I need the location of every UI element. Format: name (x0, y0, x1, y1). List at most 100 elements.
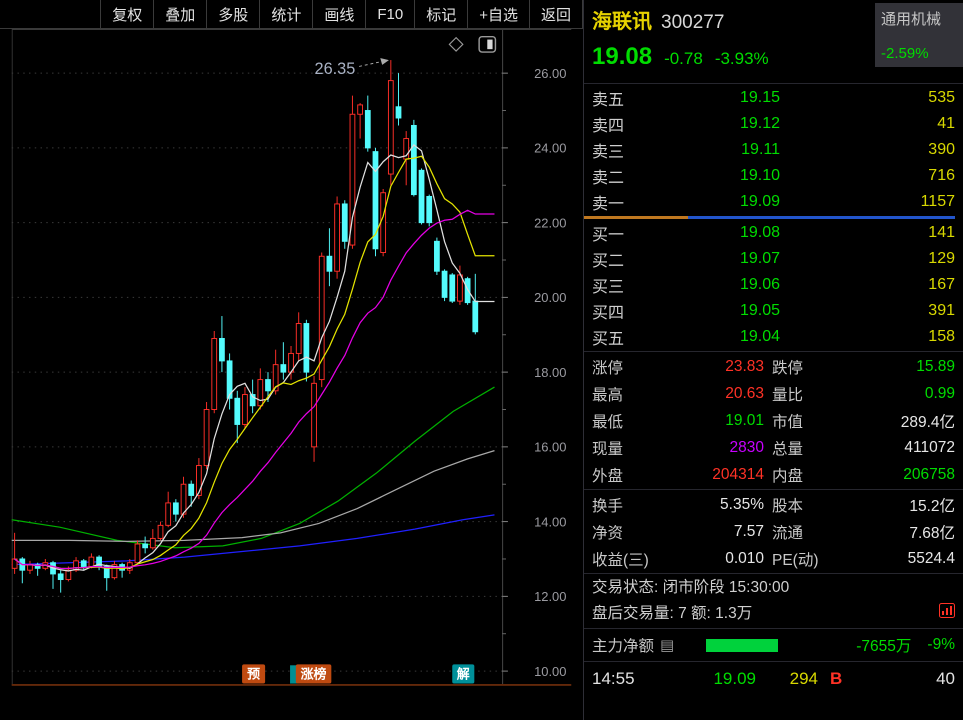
stats-grid: 涨停 23.83 跌停 15.89 最高 20.63 量比 0.99 最低 19.01 市值 289.… (584, 353, 963, 488)
ask-row[interactable]: 卖一 19.09 1157 (592, 193, 955, 213)
event-badge-label[interactable]: 涨榜 (300, 667, 327, 682)
event-badge-label[interactable]: 解 (457, 667, 470, 682)
ask-row[interactable]: 卖二 19.10 716 (592, 167, 955, 187)
candle (219, 316, 225, 373)
kline-chart-canvas[interactable]: 26.00 24.00 22.00 20.00 18.00 16.00 14.00 12.00… (0, 29, 583, 720)
ask-row[interactable]: 卖五 19.15 535 (592, 89, 955, 109)
divider (584, 628, 963, 629)
candle (142, 536, 149, 554)
candle (57, 570, 64, 593)
candle (464, 276, 471, 305)
event-badge[interactable] (295, 664, 332, 684)
main-flow-pct: -9% (927, 636, 955, 653)
toolbar-button-返回[interactable]: 返回 (528, 0, 583, 28)
candle (234, 390, 241, 444)
last-tick-row[interactable]: 14:55 19.09 294 B 40 (584, 663, 963, 695)
candle (226, 353, 233, 410)
candle (426, 194, 433, 227)
stats-row: 最低 19.01 市值 289.4亿 (592, 411, 955, 431)
ask-row[interactable]: 卖四 19.12 41 (592, 115, 955, 135)
candle (326, 228, 333, 287)
stats-row: 最高 20.63 量比 0.99 (592, 384, 955, 404)
ask-levels: 卖五 19.15 535 卖四 19.12 41 卖三 19.11 390 卖二 19.10 716 卖… (584, 85, 963, 215)
toolbar-button-多股[interactable]: 多股 (206, 0, 259, 28)
list-icon[interactable]: ▤ (660, 637, 675, 654)
candle (134, 540, 141, 565)
candle (119, 562, 125, 578)
tick-extra: 40 (936, 669, 955, 688)
volume-chart-icon[interactable] (939, 601, 955, 627)
industry-box[interactable]: 通用机械 -2.59% (875, 3, 963, 67)
bid-row[interactable]: 买二 19.07 129 (592, 250, 955, 270)
tick-volume: 294 (789, 669, 818, 688)
candle (318, 252, 325, 388)
candle (188, 480, 195, 507)
event-badge[interactable] (452, 664, 475, 684)
ratio-bar-sell (584, 216, 688, 219)
candle (203, 402, 210, 470)
ma10-line (14, 155, 495, 570)
candle (80, 558, 87, 571)
y-axis-label: 22.00 (534, 215, 566, 230)
kline-chart[interactable]: 26.00 24.00 22.00 20.00 18.00 16.00 14.00 12.00… (0, 29, 583, 720)
toolbar-button-标记[interactable]: 标记 (414, 0, 467, 28)
candle (403, 131, 410, 186)
stats-row: 外盘 204314 内盘 206758 (592, 465, 955, 485)
bid-row[interactable]: 买三 19.06 167 (592, 276, 955, 296)
toolbar-button-+自选[interactable]: +自选 (467, 0, 529, 28)
event-badge-label[interactable]: 预 (247, 667, 260, 682)
candle (380, 188, 387, 257)
y-axis-label: 18.00 (534, 365, 566, 380)
candle (364, 95, 371, 152)
divider (584, 83, 963, 84)
stock-code: 300277 (661, 12, 725, 33)
toolbar-button-叠加[interactable]: 叠加 (153, 0, 206, 28)
bid-row[interactable]: 买四 19.05 391 (592, 302, 955, 322)
candle (341, 200, 348, 249)
quote-header: 海联讯 300277 通用机械 -2.59% 19.08 -0.78 -3.93… (584, 0, 963, 82)
candle (349, 95, 356, 249)
candle (50, 560, 56, 589)
ask-row[interactable]: 卖三 19.11 390 (592, 141, 955, 161)
y-axis-label: 26.00 (534, 66, 566, 81)
divider (584, 573, 963, 574)
candle (111, 560, 118, 580)
price-change: -0.78 (664, 49, 703, 68)
candle (242, 387, 248, 429)
candle (334, 196, 340, 279)
bid-row[interactable]: 买五 19.04 158 (592, 328, 955, 348)
y-axis-label: 10.00 (534, 664, 566, 679)
candle (418, 168, 425, 225)
candle (395, 73, 402, 126)
last-price: 19.08 (592, 43, 653, 70)
candle (280, 342, 287, 380)
info-row: 换手 5.35% 股本 15.2亿 (592, 495, 955, 515)
candle (149, 529, 156, 550)
stats-row: 现量 2830 总量 411072 (592, 438, 955, 458)
event-badge[interactable] (242, 664, 266, 684)
toolbar-button-复权[interactable]: 复权 (100, 0, 153, 28)
candle (357, 103, 363, 139)
y-axis-label: 20.00 (534, 290, 566, 305)
tick-price: 19.09 (713, 669, 756, 688)
y-axis-label: 12.00 (534, 589, 566, 604)
info-row: 净资 7.57 流通 7.68亿 (592, 522, 955, 542)
industry-change: -2.59% (881, 45, 929, 62)
tick-time: 14:55 (592, 669, 635, 688)
bid-row[interactable]: 买一 19.08 141 (592, 224, 955, 244)
toolbar-button-F10[interactable]: F10 (365, 0, 414, 28)
after-hours-line: 盘后交易量: 7 额: 1.3万 (584, 601, 963, 627)
candle (311, 375, 317, 462)
trade-status: 交易状态: 闭市阶段 15:30:00 (592, 579, 790, 596)
stock-name: 海联讯 (592, 11, 652, 33)
after-hours-text: 盘后交易量: 7 额: 1.3万 (592, 605, 753, 622)
diamond-marker-icon[interactable] (448, 36, 464, 52)
toolbar-button-画线[interactable]: 画线 (312, 0, 365, 28)
candle (211, 331, 218, 414)
pane-layout-icon[interactable] (478, 35, 497, 53)
candle (257, 368, 264, 410)
toolbar-button-统计[interactable]: 统计 (259, 0, 312, 28)
stats-row: 涨停 23.83 跌停 15.89 (592, 357, 955, 377)
divider (584, 489, 963, 490)
tick-side: B (830, 669, 843, 688)
